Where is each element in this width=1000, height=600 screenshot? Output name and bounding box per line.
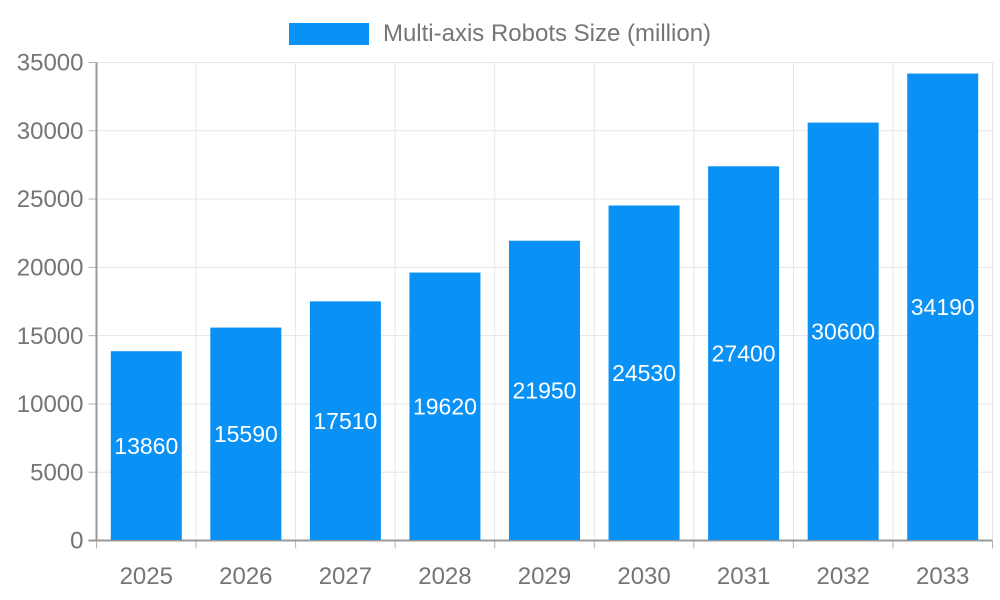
x-axis-tick-label: 2031 [717, 563, 770, 590]
legend-item[interactable]: Multi-axis Robots Size (million) [288, 20, 712, 48]
y-axis-tick-label: 35000 [17, 50, 84, 77]
bar-value-label: 27400 [712, 340, 776, 366]
x-axis-tick-label: 2025 [120, 563, 173, 590]
x-axis-tick-label: 2027 [319, 563, 372, 590]
bar-value-label: 21950 [513, 378, 577, 404]
y-axis-tick-label: 30000 [17, 118, 84, 145]
bar-value-label: 24530 [612, 360, 676, 386]
x-axis-tick-label: 2026 [219, 563, 272, 590]
bar-2028[interactable] [409, 272, 481, 540]
bar-2030[interactable] [608, 205, 680, 540]
bar-value-label: 13860 [114, 433, 178, 459]
x-axis-tick-label: 2033 [916, 563, 969, 590]
bar-value-label: 17510 [313, 408, 377, 434]
y-axis-tick-label: 0 [70, 528, 83, 555]
x-axis-tick-label: 2032 [816, 563, 869, 590]
bar-2026[interactable] [210, 327, 282, 540]
bar-value-label: 19620 [413, 394, 477, 420]
bar-2033[interactable] [907, 73, 979, 540]
bar-2031[interactable] [708, 166, 780, 540]
bar-2025[interactable] [110, 351, 182, 540]
x-axis-tick-label: 2028 [418, 563, 471, 590]
bar-value-label: 30600 [811, 319, 875, 345]
x-axis-tick-label: 2030 [617, 563, 670, 590]
bar-2032[interactable] [807, 122, 879, 540]
y-axis-tick-label: 10000 [17, 391, 84, 418]
y-axis-tick-label: 25000 [17, 186, 84, 213]
y-axis-tick-label: 15000 [17, 323, 84, 350]
legend-swatch-icon [288, 23, 369, 45]
legend-label: Multi-axis Robots Size (million) [382, 20, 712, 47]
bar-2029[interactable] [509, 240, 580, 540]
bar-2027[interactable] [309, 301, 381, 540]
y-axis-tick-label: 20000 [17, 255, 84, 282]
bar-value-label: 15590 [214, 421, 278, 447]
x-axis-tick-label: 2029 [518, 563, 571, 590]
chart-legend: Multi-axis Robots Size (million) [0, 20, 1000, 48]
bar-value-label: 34190 [911, 294, 975, 320]
y-axis-tick-label: 5000 [30, 459, 83, 486]
